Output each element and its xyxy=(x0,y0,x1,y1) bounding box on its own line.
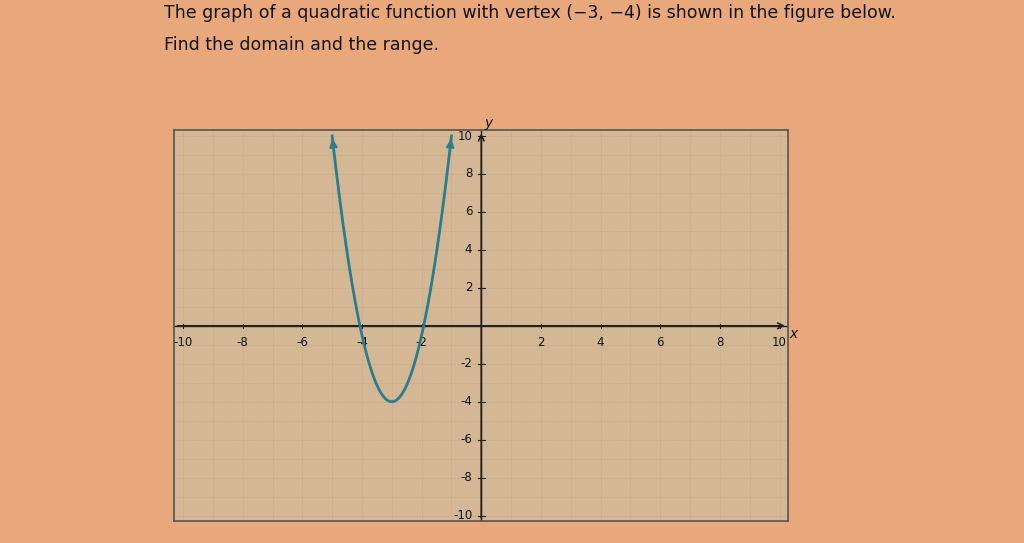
Text: -8: -8 xyxy=(237,336,249,349)
Text: x: x xyxy=(790,327,798,342)
Text: -2: -2 xyxy=(416,336,428,349)
Text: 4: 4 xyxy=(465,243,472,256)
Text: 8: 8 xyxy=(716,336,724,349)
Text: Find the domain and the range.: Find the domain and the range. xyxy=(164,36,439,54)
Text: -10: -10 xyxy=(173,336,193,349)
Text: -4: -4 xyxy=(461,395,472,408)
Text: -6: -6 xyxy=(461,433,472,446)
Text: The graph of a quadratic function with vertex (−3, −4) is shown in the figure be: The graph of a quadratic function with v… xyxy=(164,4,896,22)
Text: 8: 8 xyxy=(465,167,472,180)
Text: -10: -10 xyxy=(453,509,472,522)
Text: 2: 2 xyxy=(465,281,472,294)
Text: y: y xyxy=(484,116,493,130)
Text: 6: 6 xyxy=(465,205,472,218)
Text: -8: -8 xyxy=(461,471,472,484)
Text: 4: 4 xyxy=(597,336,604,349)
Text: -4: -4 xyxy=(356,336,368,349)
Text: 6: 6 xyxy=(656,336,664,349)
Text: -2: -2 xyxy=(461,357,472,370)
Text: 10: 10 xyxy=(458,130,472,142)
Text: 10: 10 xyxy=(772,336,787,349)
Text: -6: -6 xyxy=(296,336,308,349)
Text: 2: 2 xyxy=(538,336,545,349)
